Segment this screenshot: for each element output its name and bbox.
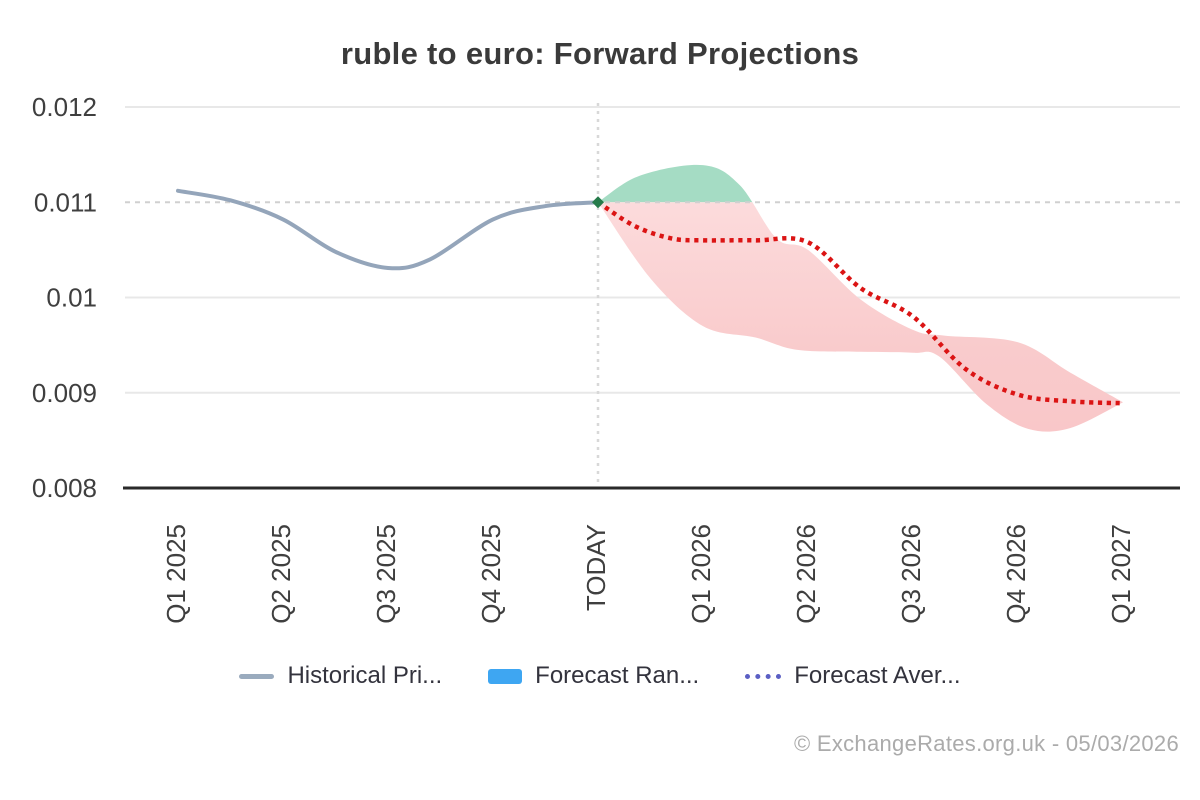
today-marker-dot (592, 196, 604, 209)
forecast-average-swatch-icon (745, 673, 782, 679)
legend-item-forecast-range[interactable]: Forecast Ran... (488, 662, 699, 690)
y-tick-label: 0.011 (34, 187, 97, 217)
x-tick-label: Q3 2025 (371, 524, 401, 624)
x-tick-label: Q2 2026 (791, 524, 821, 624)
legend-label-historical: Historical Pri... (287, 662, 443, 689)
y-tick-label: 0.012 (32, 92, 97, 122)
x-tick-label: Q4 2026 (1001, 524, 1031, 624)
legend-label-range: Forecast Ran... (535, 662, 700, 689)
chart-legend: Historical Pri... Forecast Ran... Foreca… (0, 656, 1200, 696)
x-tick-label: Q3 2026 (896, 524, 926, 624)
legend-item-historical-price[interactable]: Historical Pri... (239, 662, 442, 690)
y-tick-label: 0.01 (46, 283, 97, 313)
x-tick-label: TODAY (581, 524, 611, 611)
chart-title: ruble to euro: Forward Projections (340, 36, 860, 71)
x-tick-label: Q1 2025 (161, 524, 191, 624)
x-tick-label: Q1 2027 (1106, 524, 1136, 624)
watermark-credit-link[interactable]: © ExchangeRates.org.uk - 05/03/2026 (793, 731, 1179, 756)
historical-line-swatch-icon (239, 673, 275, 679)
x-tick-label: Q2 2025 (266, 524, 296, 624)
legend-item-forecast-average[interactable]: Forecast Aver... (745, 662, 961, 690)
forecast-range-band-downside (598, 202, 1123, 432)
y-tick-label: 0.008 (32, 473, 97, 503)
forecast-average-line (596, 200, 1124, 406)
legend-label-average: Forecast Aver... (794, 662, 961, 689)
y-tick-label: 0.009 (32, 378, 97, 408)
x-tick-label: Q1 2026 (686, 524, 716, 624)
historical-price-line (176, 188, 600, 271)
x-tick-label: Q4 2025 (476, 524, 506, 624)
forecast-range-band-upside (598, 164, 753, 203)
forecast-range-swatch-icon (488, 668, 523, 684)
